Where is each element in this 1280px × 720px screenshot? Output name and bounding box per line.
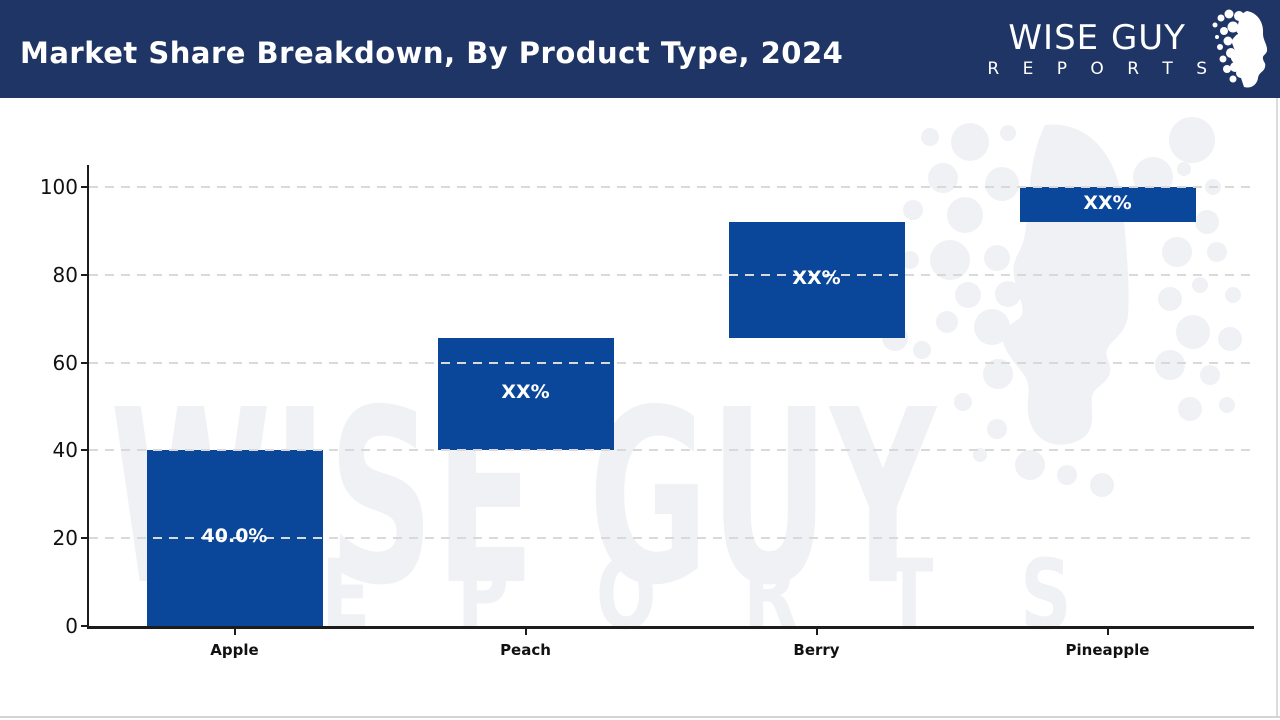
bar-pineapple (1019, 187, 1196, 223)
y-tick-label-100: 100 (39, 175, 78, 199)
y-tick-mark (81, 449, 89, 452)
y-tick-mark (81, 537, 89, 540)
y-tick-mark (81, 625, 89, 627)
bar-value-label: XX% (792, 267, 841, 290)
gridline-40 (89, 449, 1253, 452)
bar-value-label: XX% (501, 381, 550, 404)
x-tick-label-pineapple: Pineapple (1065, 641, 1150, 659)
brand-logo-subname: R E P O R T S (987, 58, 1216, 79)
gridline-100 (89, 186, 1253, 188)
bar-berry (728, 222, 905, 339)
page-title: Market Share Breakdown, By Product Type,… (20, 36, 844, 70)
watermark-face-icon (882, 117, 1242, 497)
x-tick-label-apple: Apple (210, 641, 259, 659)
x-tick-mark (233, 627, 236, 635)
y-tick-label-0: 0 (65, 614, 78, 638)
brand-logo-text: WISE GUY R E P O R T S (978, 18, 1216, 79)
y-tick-label-20: 20 (52, 526, 78, 551)
y-tick-label-40: 40 (52, 438, 78, 463)
brand-logo: WISE GUY R E P O R T S (978, 6, 1272, 90)
x-axis-line (87, 626, 1254, 629)
x-tick-label-peach: Peach (500, 641, 551, 659)
chart-area: WISE GUY R E P O R T S 40.0% Apple (0, 98, 1280, 720)
gridline-60 (89, 361, 1253, 364)
bar-value-label: 40.0% (201, 525, 268, 548)
brand-logo-name: WISE GUY (1008, 17, 1186, 58)
header-bar: Market Share Breakdown, By Product Type,… (0, 0, 1280, 98)
gridline-20 (89, 537, 1253, 540)
y-tick-label-60: 60 (52, 350, 78, 375)
x-tick-mark (524, 627, 527, 635)
y-tick-mark (81, 361, 89, 364)
x-tick-mark (1106, 627, 1109, 635)
y-tick-mark (81, 273, 89, 276)
y-axis-line (87, 165, 89, 628)
brand-face-icon (1212, 9, 1268, 88)
bar-peach (437, 338, 614, 451)
image-bottom-border (0, 716, 1280, 718)
x-tick-mark (815, 627, 818, 635)
image-right-border (1276, 98, 1278, 718)
gridline-80 (89, 273, 1253, 276)
y-tick-mark (81, 186, 89, 188)
y-tick-label-80: 80 (52, 262, 78, 287)
watermark-text-reports: R E P O R T S (180, 539, 1103, 651)
x-tick-label-berry: Berry (793, 641, 840, 659)
bar-value-label: XX% (1083, 191, 1132, 214)
